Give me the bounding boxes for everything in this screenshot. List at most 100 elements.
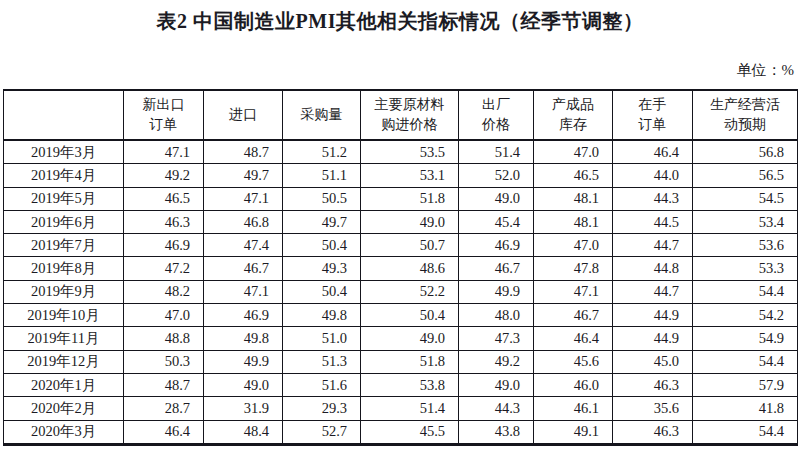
cell-value: 50.4 (283, 280, 361, 303)
cell-value: 52.2 (361, 280, 459, 303)
cell-value: 51.4 (361, 397, 459, 420)
row-label: 2019年10月 (4, 304, 124, 327)
cell-value: 49.2 (124, 164, 204, 187)
table-row: 2019年11月48.849.851.049.047.346.444.954.9 (4, 327, 798, 350)
table-row: 2020年2月28.731.929.351.444.346.135.641.8 (4, 397, 798, 420)
table-row: 2019年7月46.947.450.450.746.947.044.753.6 (4, 234, 798, 257)
cell-value: 45.4 (459, 210, 534, 233)
header-row: 新出口 订单 进口 采购量 主要原材料 购进价格 出厂 价格 产成品 库存 在手… (4, 90, 798, 140)
cell-value: 47.0 (124, 304, 204, 327)
table-body: 2019年3月47.148.751.253.551.447.046.456.82… (4, 140, 798, 444)
cell-value: 46.9 (204, 304, 283, 327)
table-header: 新出口 订单 进口 采购量 主要原材料 购进价格 出厂 价格 产成品 库存 在手… (4, 90, 798, 140)
table-row: 2019年5月46.547.150.551.849.048.144.354.5 (4, 187, 798, 210)
cell-value: 49.1 (534, 420, 613, 444)
header-cell-orders-in-hand: 在手 订单 (613, 90, 693, 140)
header-cell-month (4, 90, 124, 140)
cell-value: 48.7 (124, 373, 204, 396)
cell-value: 46.3 (613, 420, 693, 444)
cell-value: 41.8 (693, 397, 798, 420)
cell-value: 47.4 (204, 234, 283, 257)
cell-value: 54.4 (693, 350, 798, 373)
row-label: 2019年11月 (4, 327, 124, 350)
cell-value: 44.7 (613, 280, 693, 303)
cell-value: 48.0 (459, 304, 534, 327)
cell-value: 48.4 (204, 420, 283, 444)
cell-value: 54.9 (693, 327, 798, 350)
cell-value: 48.7 (204, 140, 283, 164)
cell-value: 51.8 (361, 187, 459, 210)
cell-value: 44.3 (459, 397, 534, 420)
cell-value: 44.9 (613, 304, 693, 327)
cell-value: 44.0 (613, 164, 693, 187)
cell-value: 47.2 (124, 257, 204, 280)
row-label: 2019年9月 (4, 280, 124, 303)
row-label: 2019年12月 (4, 350, 124, 373)
cell-value: 44.9 (613, 327, 693, 350)
cell-value: 46.9 (124, 234, 204, 257)
cell-value: 51.1 (283, 164, 361, 187)
cell-value: 51.4 (459, 140, 534, 164)
table-row: 2019年10月47.046.949.850.448.046.744.954.2 (4, 304, 798, 327)
cell-value: 46.3 (613, 373, 693, 396)
header-cell-imports: 进口 (204, 90, 283, 140)
page-title: 表2 中国制造业PMI其他相关指标情况（经季节调整） (0, 9, 800, 33)
cell-value: 48.6 (361, 257, 459, 280)
cell-value: 50.3 (124, 350, 204, 373)
cell-value: 46.0 (534, 373, 613, 396)
cell-value: 53.8 (361, 373, 459, 396)
cell-value: 49.7 (283, 210, 361, 233)
cell-value: 49.0 (459, 187, 534, 210)
cell-value: 53.1 (361, 164, 459, 187)
cell-value: 46.1 (534, 397, 613, 420)
cell-value: 50.4 (283, 234, 361, 257)
cell-value: 51.6 (283, 373, 361, 396)
cell-value: 47.8 (534, 257, 613, 280)
cell-value: 46.3 (124, 210, 204, 233)
cell-value: 49.8 (283, 304, 361, 327)
cell-value: 44.3 (613, 187, 693, 210)
cell-value: 47.3 (459, 327, 534, 350)
cell-value: 51.2 (283, 140, 361, 164)
cell-value: 49.8 (204, 327, 283, 350)
header-cell-business-expectation: 生产经营活 动预期 (693, 90, 798, 140)
cell-value: 29.3 (283, 397, 361, 420)
cell-value: 49.3 (283, 257, 361, 280)
cell-value: 56.5 (693, 164, 798, 187)
cell-value: 47.0 (534, 140, 613, 164)
cell-value: 44.8 (613, 257, 693, 280)
cell-value: 46.9 (459, 234, 534, 257)
cell-value: 46.7 (459, 257, 534, 280)
cell-value: 35.6 (613, 397, 693, 420)
cell-value: 45.5 (361, 420, 459, 444)
header-cell-new-export-orders: 新出口 订单 (124, 90, 204, 140)
cell-value: 52.0 (459, 164, 534, 187)
cell-value: 43.8 (459, 420, 534, 444)
header-cell-purchasing-volume: 采购量 (283, 90, 361, 140)
cell-value: 48.8 (124, 327, 204, 350)
row-label: 2019年4月 (4, 164, 124, 187)
cell-value: 48.1 (534, 210, 613, 233)
row-label: 2019年7月 (4, 234, 124, 257)
row-label: 2019年5月 (4, 187, 124, 210)
cell-value: 46.7 (534, 304, 613, 327)
cell-value: 49.9 (459, 280, 534, 303)
cell-value: 46.4 (124, 420, 204, 444)
cell-value: 46.4 (613, 140, 693, 164)
row-label: 2019年6月 (4, 210, 124, 233)
cell-value: 50.5 (283, 187, 361, 210)
cell-value: 47.1 (204, 187, 283, 210)
cell-value: 46.8 (204, 210, 283, 233)
table-row: 2020年3月46.448.452.745.543.849.146.354.4 (4, 420, 798, 444)
cell-value: 51.3 (283, 350, 361, 373)
row-label: 2019年3月 (4, 140, 124, 164)
cell-value: 53.5 (361, 140, 459, 164)
header-cell-raw-material-price: 主要原材料 购进价格 (361, 90, 459, 140)
cell-value: 49.2 (459, 350, 534, 373)
pmi-indicators-table: 新出口 订单 进口 采购量 主要原材料 购进价格 出厂 价格 产成品 库存 在手… (3, 89, 798, 446)
cell-value: 51.8 (361, 350, 459, 373)
cell-value: 49.0 (459, 373, 534, 396)
table-row: 2019年3月47.148.751.253.551.447.046.456.8 (4, 140, 798, 164)
table-row: 2019年12月50.349.951.351.849.245.645.054.4 (4, 350, 798, 373)
cell-value: 54.5 (693, 187, 798, 210)
